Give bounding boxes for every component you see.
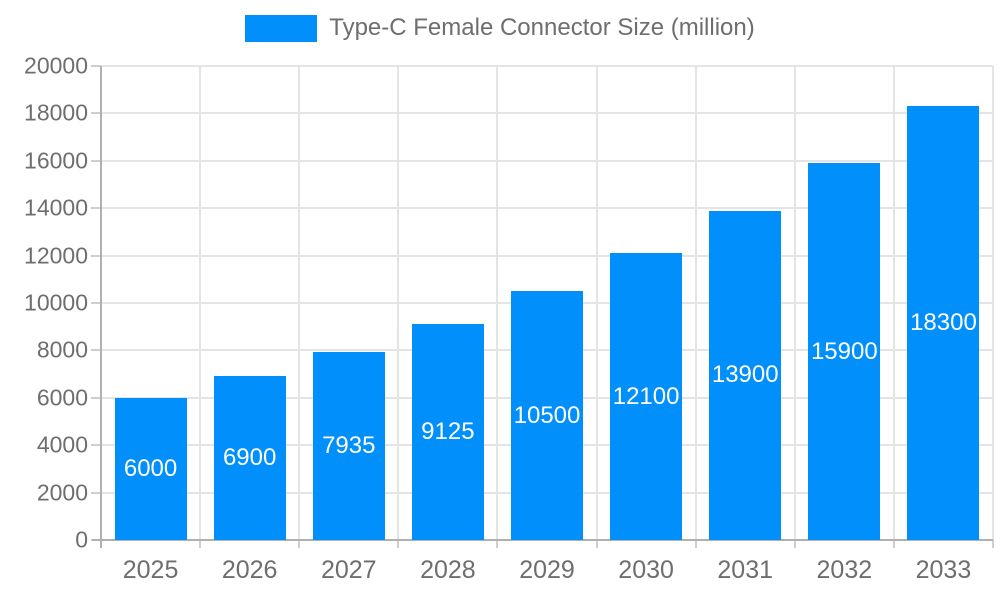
y-tick — [91, 444, 101, 447]
x-axis-tick-label: 2026 — [221, 556, 278, 584]
y-tick — [91, 112, 101, 115]
x-axis-tick-label: 2028 — [420, 556, 476, 584]
x-tick — [100, 540, 102, 548]
x-gridline — [694, 66, 697, 540]
bar-2033[interactable]: 18300 — [907, 106, 980, 540]
x-tick — [496, 540, 499, 548]
y-axis-tick-label: 10000 — [24, 289, 88, 316]
y-tick — [91, 207, 101, 210]
y-axis-tick-label: 12000 — [24, 242, 88, 269]
x-axis-tick-label: 2025 — [122, 556, 179, 584]
x-gridline — [397, 66, 400, 540]
y-tick — [91, 539, 101, 541]
x-tick — [892, 540, 895, 548]
y-tick — [91, 254, 101, 257]
y-tick — [91, 65, 101, 67]
y-tick — [91, 491, 101, 494]
y-axis-tick-label: 14000 — [24, 194, 88, 221]
x-gridline — [496, 66, 499, 540]
x-axis-tick-label: 2027 — [320, 556, 377, 584]
bar-2025[interactable]: 6000 — [114, 397, 187, 540]
bar-value-label: 13900 — [711, 361, 779, 389]
bar-2028[interactable]: 9125 — [411, 323, 484, 540]
bar-value-label: 9125 — [421, 417, 475, 445]
x-tick — [199, 540, 202, 548]
y-axis-tick-label: 2000 — [36, 479, 88, 506]
x-gridline — [892, 66, 895, 540]
x-axis-tick-label: 2032 — [816, 556, 873, 584]
x-tick — [397, 540, 400, 548]
legend-swatch — [245, 14, 318, 42]
x-gridline — [298, 66, 301, 540]
y-tick — [91, 396, 101, 399]
x-tick — [694, 540, 697, 548]
y-axis-tick-label: 0 — [75, 526, 88, 553]
x-axis-tick-label: 2029 — [519, 556, 575, 584]
bar-2032[interactable]: 15900 — [808, 163, 881, 540]
y-tick — [91, 302, 101, 304]
bar-value-label: 18300 — [910, 309, 977, 337]
y-axis-tick-label: 6000 — [36, 384, 88, 411]
bar-value-label: 12100 — [612, 382, 680, 410]
bar-value-label: 10500 — [513, 401, 581, 429]
bar-2031[interactable]: 13900 — [709, 210, 782, 540]
plot-area: 6000 6900 7935 9125 10500 12100 13900 15900 1830… — [91, 65, 994, 548]
bar-2027[interactable]: 7935 — [312, 351, 385, 540]
bar-2030[interactable]: 12100 — [610, 253, 683, 540]
x-axis-tick-label: 2031 — [717, 556, 774, 584]
x-axis-tick-label: 2033 — [915, 556, 972, 584]
legend[interactable]: Type-C Female Connector Size (million) — [0, 14, 1000, 42]
x-gridline — [793, 66, 796, 540]
y-axis-tick-label: 8000 — [36, 336, 88, 363]
bar-2026[interactable]: 6900 — [213, 376, 286, 540]
legend-label: Type-C Female Connector Size (million) — [329, 14, 755, 41]
y-axis-tick-label: 4000 — [36, 431, 88, 458]
y-gridline — [101, 159, 993, 162]
bar-value-label: 7935 — [322, 431, 376, 459]
y-axis-tick-label: 20000 — [24, 52, 88, 79]
x-tick — [595, 540, 598, 548]
x-tick — [298, 540, 301, 548]
x-tick — [793, 540, 796, 548]
bar-value-label: 6000 — [123, 454, 178, 482]
y-axis-tick-label: 16000 — [24, 147, 88, 174]
x-gridline — [992, 66, 994, 540]
y-tick — [91, 159, 101, 162]
y-axis-line — [100, 66, 102, 548]
y-axis-tick-label: 18000 — [24, 99, 88, 126]
x-tick — [992, 540, 994, 548]
bar-2029[interactable]: 10500 — [511, 291, 583, 540]
y-gridline — [101, 112, 993, 115]
bar-value-label: 6900 — [222, 444, 277, 472]
x-axis-tick-label: 2030 — [618, 556, 674, 584]
x-gridline — [199, 66, 202, 540]
bar-value-label: 15900 — [810, 337, 878, 365]
y-gridline — [101, 65, 993, 67]
y-tick — [91, 349, 101, 352]
x-gridline — [595, 66, 598, 540]
